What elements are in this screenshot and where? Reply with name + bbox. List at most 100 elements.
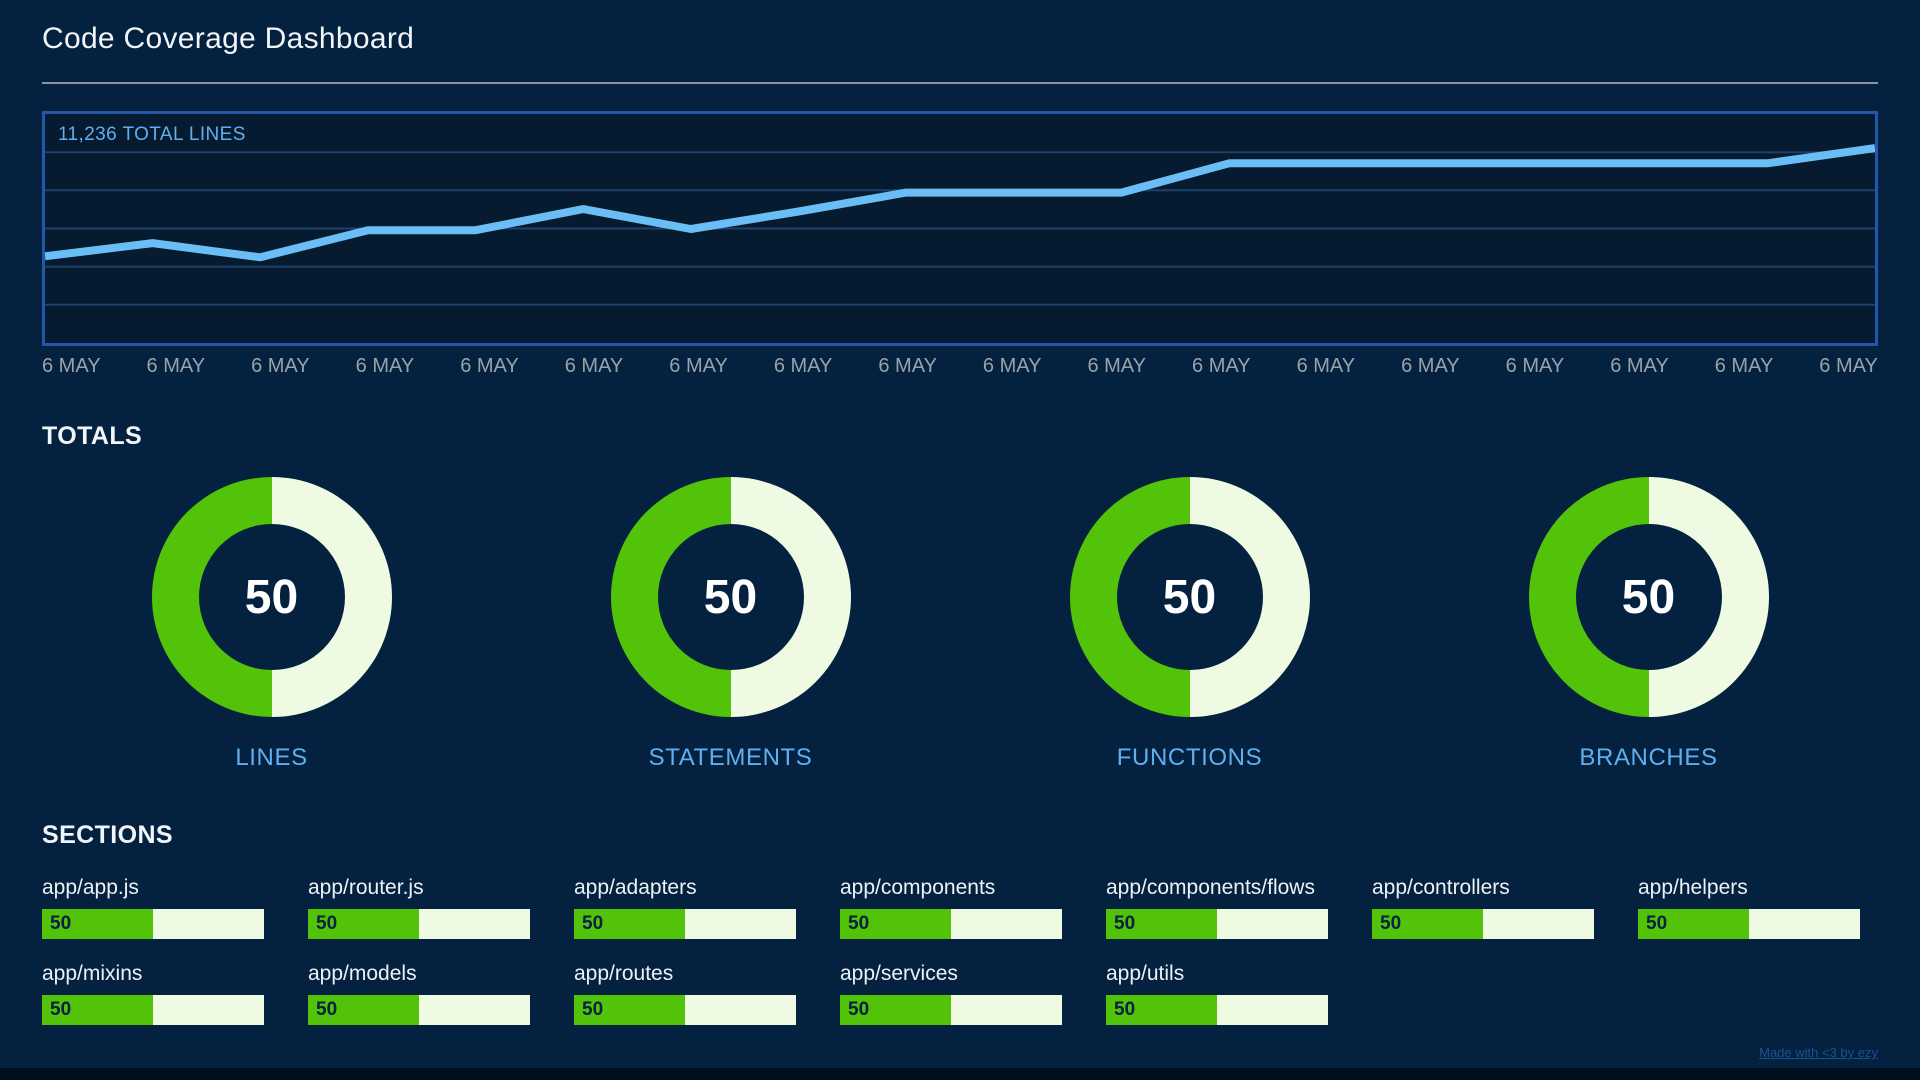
donut-hole (198, 524, 345, 670)
section-progress-fill: 50 (574, 909, 685, 939)
section-progress-value: 50 (50, 999, 72, 1020)
totals-heading: TOTALS (42, 422, 143, 450)
donut-gauge: 50 STATEMENTS (610, 477, 851, 772)
x-axis-tick: 6 MAY (982, 355, 1042, 377)
section-name: app/mixins (42, 962, 143, 985)
title-divider (42, 82, 1878, 84)
total-lines-chart: 11,236 TOTAL LINES (42, 111, 1878, 346)
section-name: app/components (840, 876, 996, 899)
section-progress-bar: 50 (574, 909, 796, 939)
sections-grid: app/app.js 50 app/router.js 50 app/adapt… (42, 876, 1878, 1025)
x-axis-tick: 6 MAY (1192, 355, 1251, 377)
bottom-strip (0, 1068, 1920, 1080)
x-axis-tick: 6 MAY (146, 355, 206, 377)
x-axis-tick: 6 MAY (251, 355, 310, 377)
section-progress-value: 50 (1114, 913, 1136, 934)
section-name: app/utils (1106, 962, 1185, 985)
section-progress-bar: 50 (574, 995, 796, 1025)
donut-hole (1116, 524, 1263, 670)
section-name: app/services (840, 962, 958, 985)
donut-value: 50 (244, 570, 299, 624)
x-axis-tick: 6 MAY (878, 355, 937, 377)
donut-label: LINES (235, 744, 308, 771)
x-axis-tick: 6 MAY (1296, 355, 1356, 377)
section-progress-bar: 50 (840, 909, 1062, 939)
donut-ring: 50 (610, 477, 851, 717)
credit-link[interactable]: Made with <3 by ezy (1759, 1045, 1878, 1060)
section-progress-fill: 50 (1106, 909, 1217, 939)
section-item: app/app.js 50 (42, 876, 264, 939)
donut-value: 50 (1162, 570, 1217, 624)
section-name: app/adapters (574, 876, 697, 899)
coverage-line-svg (45, 144, 1875, 306)
donut-ring: 50 (151, 477, 392, 717)
donut-hole (1575, 524, 1722, 670)
x-axis-tick: 6 MAY (1505, 355, 1565, 377)
x-axis-tick: 6 MAY (1714, 355, 1774, 377)
section-name: app/app.js (42, 876, 139, 899)
donut-value: 50 (703, 570, 758, 624)
section-item: app/controllers 50 (1372, 876, 1594, 939)
x-axis-tick: 6 MAY (1087, 355, 1147, 377)
section-progress-value: 50 (582, 913, 604, 934)
x-axis-tick: 6 MAY (1819, 355, 1878, 377)
section-progress-fill: 50 (1372, 909, 1483, 939)
donut-gauge: 50 FUNCTIONS (1069, 477, 1310, 772)
section-name: app/helpers (1638, 876, 1748, 899)
donut-label: STATEMENTS (648, 744, 813, 771)
section-progress-bar: 50 (1106, 909, 1328, 939)
section-progress-fill: 50 (840, 909, 951, 939)
donut-hole (657, 524, 804, 670)
section-progress-bar: 50 (840, 995, 1062, 1025)
section-progress-fill: 50 (1106, 995, 1217, 1025)
section-progress-value: 50 (1646, 913, 1668, 934)
section-progress-bar: 50 (308, 909, 530, 939)
section-item: app/components 50 (840, 876, 1062, 939)
totals-donuts: 50 LINES 50 STATEMENTS 50 FUNCTIONS (42, 477, 1878, 772)
section-name: app/routes (574, 962, 674, 985)
sections-heading: SECTIONS (42, 821, 173, 849)
x-axis-tick: 6 MAY (773, 355, 833, 377)
section-item: app/models 50 (308, 962, 530, 1025)
section-progress-fill: 50 (840, 995, 951, 1025)
section-progress-value: 50 (50, 913, 72, 934)
section-progress-bar: 50 (1106, 995, 1328, 1025)
section-progress-bar: 50 (1372, 909, 1594, 939)
x-axis-tick: 6 MAY (1610, 355, 1669, 377)
section-progress-value: 50 (582, 999, 604, 1020)
section-progress-fill: 50 (42, 909, 153, 939)
x-axis-tick: 6 MAY (355, 355, 415, 377)
page-title: Code Coverage Dashboard (42, 22, 415, 55)
coverage-line (45, 144, 1875, 262)
section-item: app/routes 50 (574, 962, 796, 1025)
donut-label: FUNCTIONS (1116, 744, 1263, 771)
section-progress-fill: 50 (308, 909, 419, 939)
section-progress-value: 50 (316, 913, 338, 934)
section-progress-bar: 50 (1638, 909, 1860, 939)
section-progress-fill: 50 (42, 995, 153, 1025)
x-axis-tick: 6 MAY (42, 355, 101, 377)
section-progress-value: 50 (848, 999, 870, 1020)
x-axis-labels: 6 MAY 6 MAY 6 MAY 6 MAY 6 MAY 6 MAY 6 MA… (42, 355, 1878, 378)
donut-value: 50 (1621, 570, 1676, 624)
section-name: app/models (308, 962, 417, 985)
section-item: app/mixins 50 (42, 962, 264, 1025)
section-progress-value: 50 (1380, 913, 1402, 934)
section-item: app/utils 50 (1106, 962, 1328, 1025)
section-item: app/router.js 50 (308, 876, 530, 939)
section-progress-value: 50 (848, 913, 870, 934)
donut-ring: 50 (1528, 477, 1769, 717)
donut-gauge: 50 LINES (151, 477, 392, 772)
section-name: app/controllers (1372, 876, 1510, 899)
section-name: app/components/flows (1106, 876, 1315, 899)
section-item: app/services 50 (840, 962, 1062, 1025)
section-progress-bar: 50 (42, 909, 264, 939)
donut-gauge: 50 BRANCHES (1528, 477, 1769, 772)
chart-title: 11,236 TOTAL LINES (58, 124, 246, 145)
x-axis-tick: 6 MAY (564, 355, 624, 377)
section-progress-fill: 50 (1638, 909, 1749, 939)
section-progress-bar: 50 (308, 995, 530, 1025)
x-axis-tick: 6 MAY (460, 355, 519, 377)
x-axis-tick: 6 MAY (1401, 355, 1460, 377)
